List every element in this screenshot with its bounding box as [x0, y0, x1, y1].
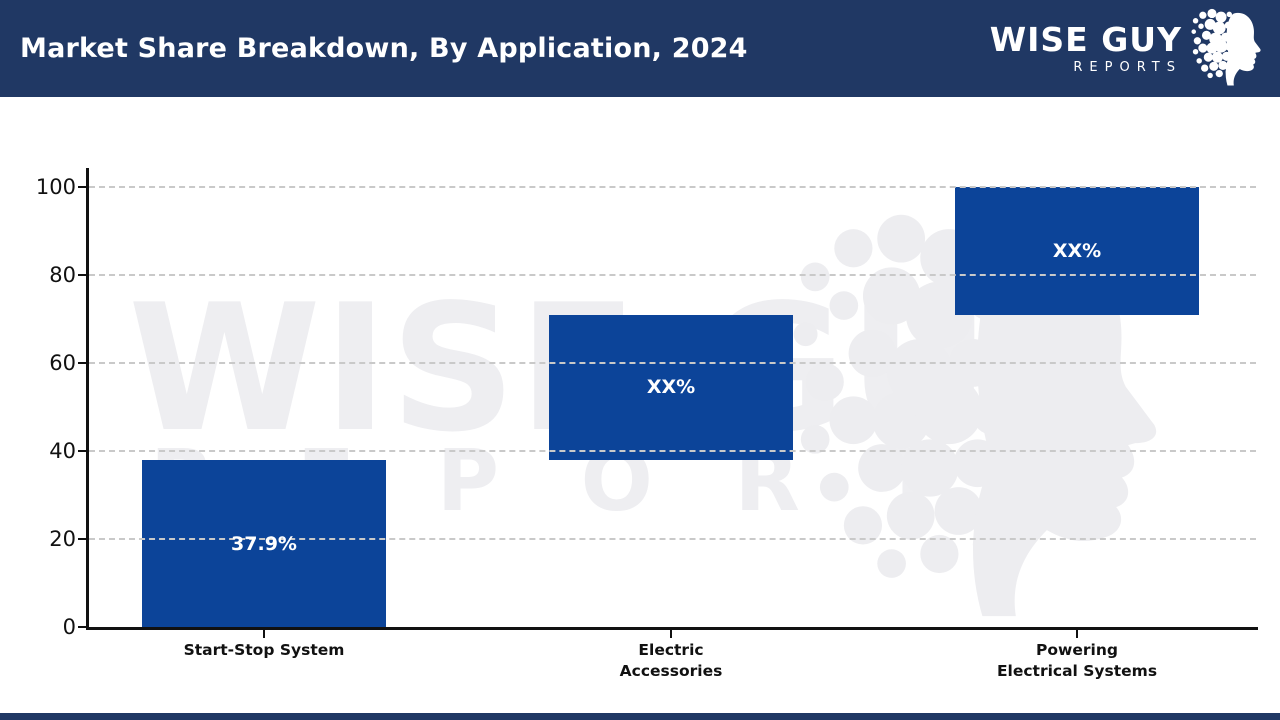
brand-name: WISE GUY — [989, 19, 1182, 59]
x-category-label: Start-Stop System — [183, 641, 345, 659]
x-category-label: Electric Accessories — [619, 641, 723, 680]
y-tick-mark — [78, 186, 87, 188]
y-tick-label: 40 — [49, 439, 76, 463]
y-tick-label: 60 — [49, 351, 76, 375]
x-axis-line — [86, 627, 1258, 630]
bar-value-label: XX% — [646, 376, 696, 399]
y-tick-mark — [78, 362, 87, 364]
y-tick-mark — [78, 450, 87, 452]
gridline — [89, 450, 1256, 452]
page-title: Market Share Breakdown, By Application, … — [20, 33, 748, 64]
x-tick-mark — [263, 630, 265, 638]
x-tick-mark — [670, 630, 672, 638]
y-tick-mark — [78, 274, 87, 276]
brand-logo: WISE GUY REPORTS — [990, 8, 1280, 90]
y-tick-label: 0 — [62, 615, 76, 639]
y-tick-mark — [78, 626, 87, 628]
y-axis-line — [86, 168, 89, 630]
gridline — [89, 274, 1256, 276]
bar-value-label: 37.9% — [231, 532, 297, 555]
gridline — [89, 186, 1256, 188]
gridline — [89, 362, 1256, 364]
x-category-label: Powering Electrical Systems — [996, 641, 1158, 680]
footer-bar — [0, 713, 1280, 720]
x-tick-mark — [1076, 630, 1078, 638]
y-tick-mark — [78, 538, 87, 540]
y-tick-label: 20 — [49, 527, 76, 551]
brand-subname: REPORTS — [1073, 59, 1182, 75]
bar-segment — [955, 187, 1199, 315]
y-tick-label: 100 — [35, 175, 76, 199]
y-tick-label: 80 — [49, 263, 76, 287]
bar-value-label: XX% — [1052, 239, 1102, 262]
bar-segment — [549, 314, 793, 461]
gridline — [89, 538, 1256, 540]
title-bar: Market Share Breakdown, By Application, … — [0, 0, 1280, 97]
brand-dotted-head-icon — [1188, 8, 1266, 90]
brand-text: WISE GUY REPORTS — [989, 19, 1182, 76]
bar-segment — [142, 460, 386, 627]
